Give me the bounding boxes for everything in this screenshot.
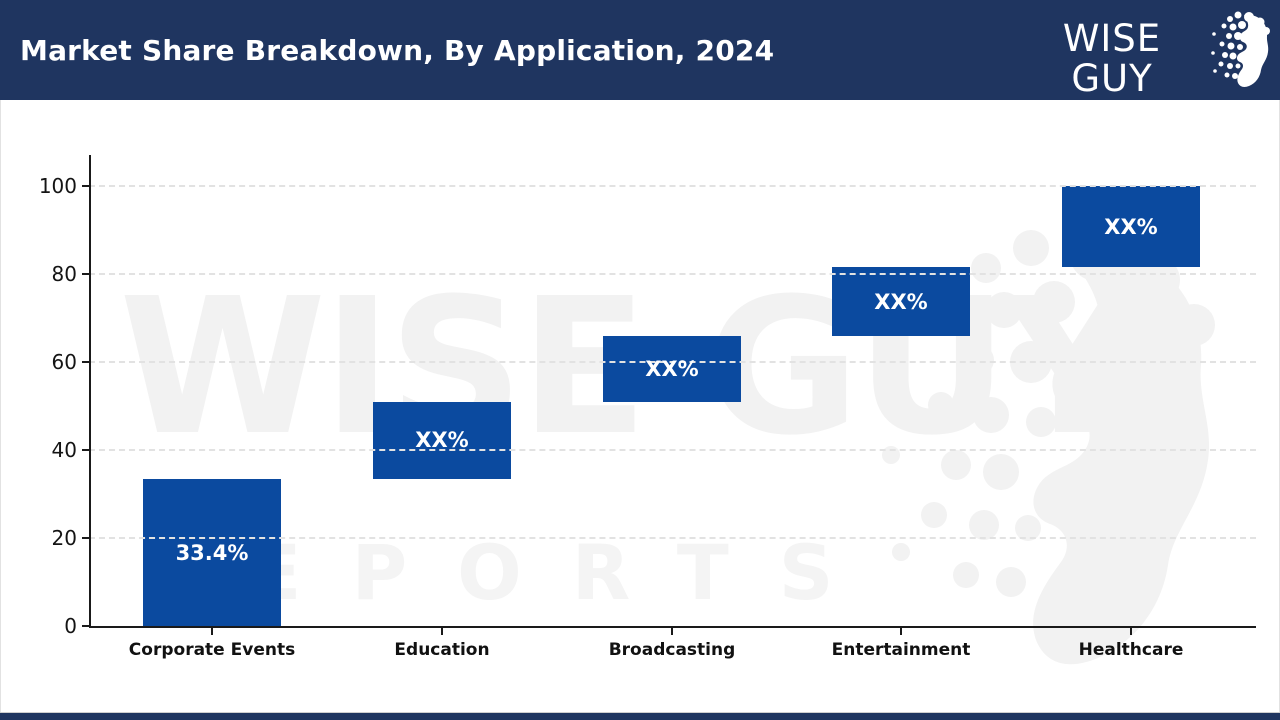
x-category-label: Entertainment <box>831 640 971 660</box>
bar-value-label: XX% <box>415 428 469 453</box>
y-axis-line <box>89 155 91 628</box>
y-tick-label: 60 <box>51 350 77 374</box>
x-tick-mark <box>441 628 443 635</box>
x-category-label: Corporate Events <box>128 640 296 660</box>
y-tick-label: 0 <box>64 614 77 638</box>
y-tick-label: 100 <box>38 174 77 198</box>
x-axis-line <box>89 626 1256 628</box>
y-tick-label: 80 <box>51 262 77 286</box>
y-tick-mark <box>82 449 89 451</box>
logo-wordmark: WISE GUY <box>1062 17 1162 100</box>
dotted-head-icon <box>1211 11 1270 88</box>
header-bar: Market Share Breakdown, By Application, … <box>0 0 1280 131</box>
bar-broadcasting <box>603 335 741 402</box>
x-tick-mark <box>211 628 213 635</box>
bar-education <box>373 401 511 480</box>
y-tick-mark <box>82 537 89 539</box>
y-tick-label: 40 <box>51 438 77 462</box>
x-tick-mark <box>900 628 902 635</box>
page-title: Market Share Breakdown, By Application, … <box>20 33 775 67</box>
y-tick-mark <box>82 625 89 627</box>
x-category-label: Broadcasting <box>608 640 736 660</box>
wise-guy-logo: WISE GUY R E P O R T S <box>1016 5 1270 131</box>
gridline-20 <box>89 537 1256 539</box>
y-tick-label: 20 <box>51 526 77 550</box>
y-tick-mark <box>82 273 89 275</box>
x-tick-mark <box>671 628 673 635</box>
gridline-40 <box>89 449 1256 451</box>
bar-value-label: XX% <box>645 356 699 381</box>
chart-area: WISE GUY REPORTS 0 20 40 60 80 100 33.4% Corpor… <box>0 100 1280 712</box>
gridline-100 <box>89 185 1256 187</box>
gridline-60 <box>89 361 1256 363</box>
bar-value-label: XX% <box>874 289 928 314</box>
bar-corporate-events <box>143 479 281 626</box>
gridline-80 <box>89 273 1256 275</box>
x-category-label: Education <box>394 640 490 660</box>
footer-bar <box>0 712 1280 720</box>
y-tick-mark <box>82 361 89 363</box>
bar-value-label: XX% <box>1104 214 1158 239</box>
x-category-label: Healthcare <box>1078 640 1184 660</box>
x-tick-mark <box>1130 628 1132 635</box>
y-tick-mark <box>82 185 89 187</box>
bar-value-label: 33.4% <box>175 540 249 565</box>
